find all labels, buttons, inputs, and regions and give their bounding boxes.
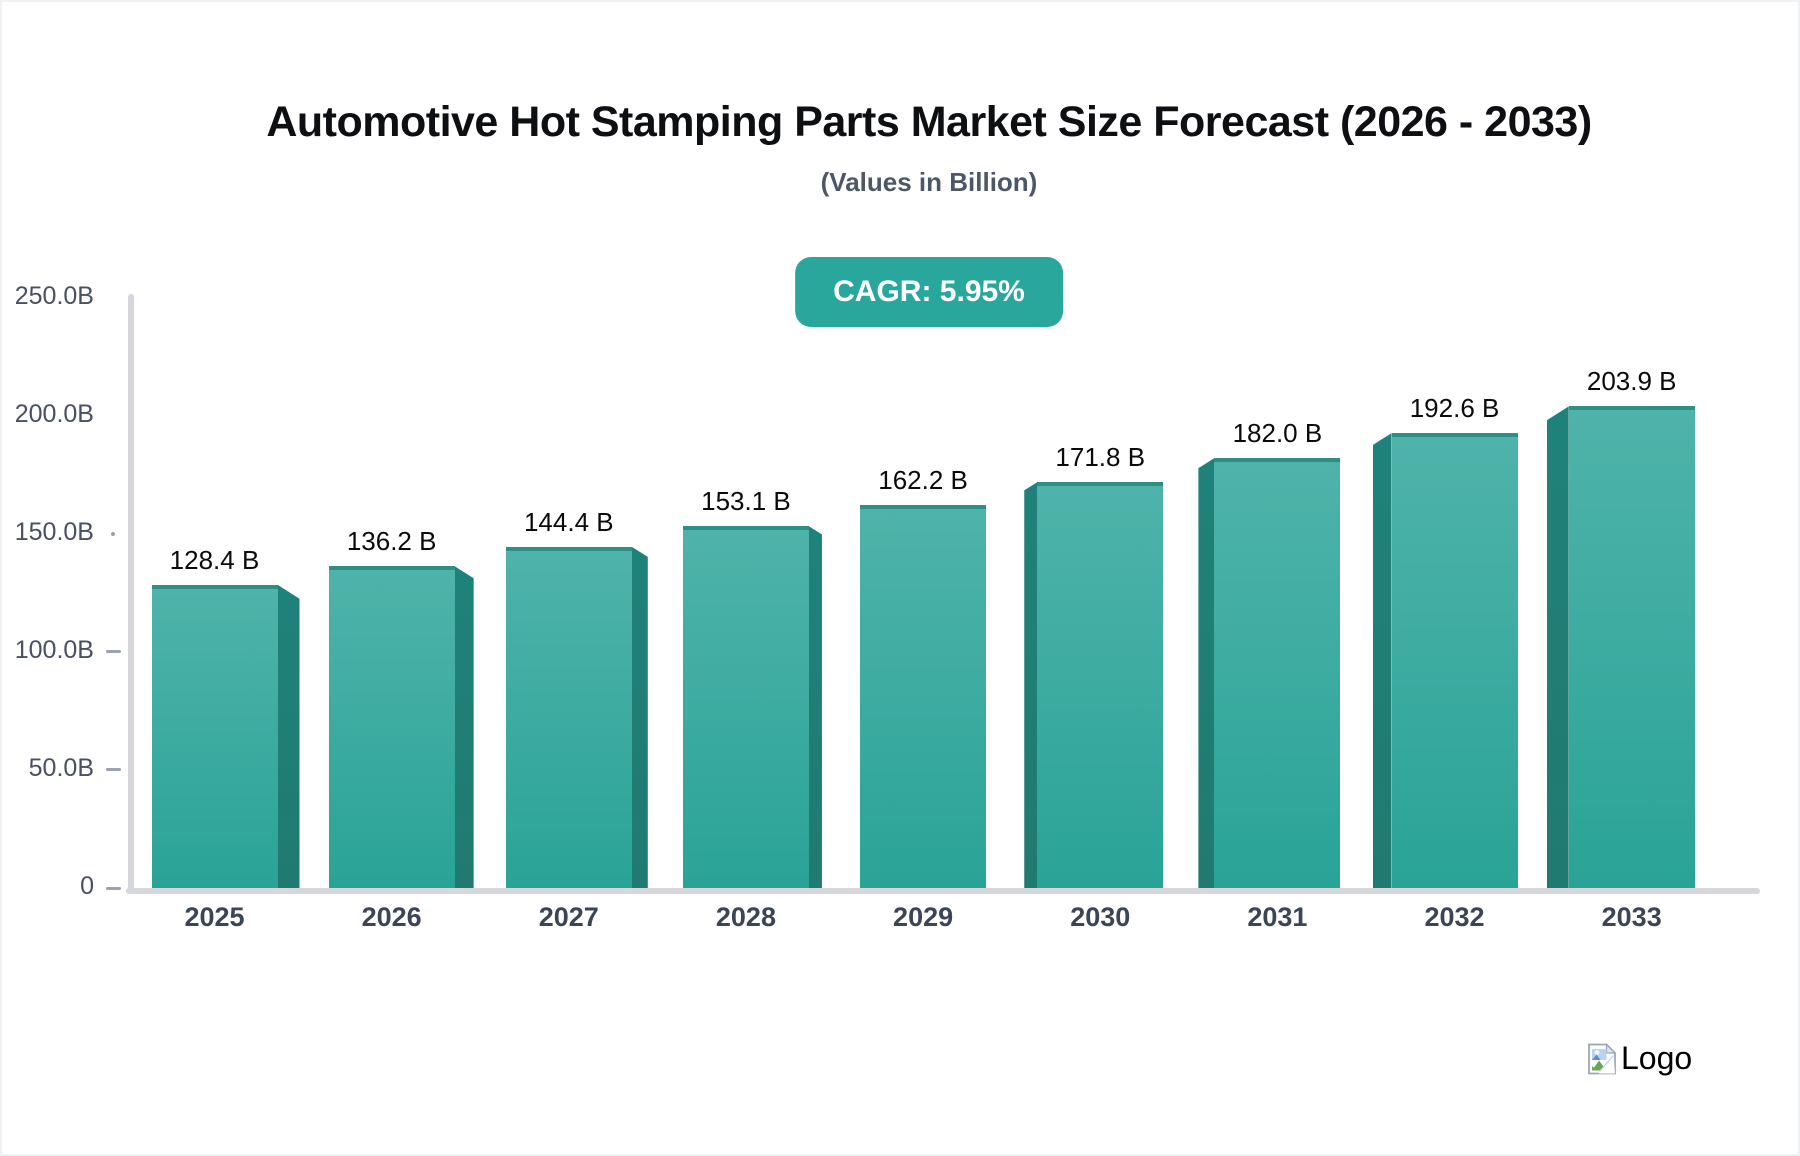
- y-axis-tick-mark: [106, 650, 121, 654]
- y-axis-tick-label-150.0B: 150.0B: [14, 517, 94, 546]
- bar-value-label-2032: 192.6 B: [1409, 393, 1500, 424]
- bar-2031: [1214, 458, 1341, 888]
- bar-side-face-2026: [454, 566, 474, 888]
- logo-alt-text: Logo: [1621, 1040, 1693, 1076]
- y-axis-tick-mark: [106, 768, 121, 772]
- logo: Logo: [1585, 1040, 1692, 1076]
- bar-2030: [1037, 482, 1164, 888]
- x-axis-label-2031: 2031: [1247, 902, 1308, 932]
- bar-2032: [1391, 433, 1518, 888]
- x-axis-label-2032: 2032: [1424, 902, 1485, 932]
- x-axis-label-2030: 2030: [1070, 902, 1131, 932]
- bar-side-face-2025: [277, 584, 300, 888]
- x-axis-label-2029: 2029: [893, 902, 954, 932]
- bar-side-face-2027: [631, 546, 648, 888]
- bar-value-label-2029: 162.2 B: [878, 464, 968, 495]
- y-axis-line: [128, 294, 134, 894]
- bar-value-label-2031: 182.0 B: [1232, 418, 1323, 449]
- bar-value-label-2033: 203.9 B: [1586, 366, 1677, 397]
- x-axis-line: [126, 888, 1760, 894]
- x-axis-label-2026: 2026: [361, 902, 422, 932]
- y-axis-tick-label-250.0B: 250.0B: [14, 281, 94, 310]
- bar-side-face-2032: [1372, 433, 1392, 888]
- bar-value-label-2025: 128.4 B: [169, 544, 260, 575]
- y-axis-tick-label-50.0B: 50.0B: [28, 753, 94, 782]
- bar-side-face-2031: [1198, 458, 1215, 888]
- x-axis-label-2028: 2028: [715, 902, 776, 932]
- y-axis-tick-label-100.0B: 100.0B: [14, 635, 94, 664]
- bar-value-label-2030: 171.8 B: [1055, 442, 1146, 473]
- x-axis-label-2027: 2027: [538, 902, 599, 932]
- y-axis-tick-mark: [111, 531, 115, 536]
- bar-2029: [860, 504, 987, 888]
- bar-side-face-2033: [1546, 406, 1569, 888]
- bar-2027: [505, 546, 632, 888]
- y-axis-tick-label-200.0B: 200.0B: [14, 399, 94, 428]
- bar-side-face-2028: [808, 526, 822, 888]
- chart-subtitle: (Values in Billion): [820, 167, 1038, 197]
- bar-value-label-2027: 144.4 B: [523, 506, 614, 537]
- bar-2028: [682, 526, 809, 888]
- chart-title: Automotive Hot Stamping Parts Market Siz…: [266, 98, 1592, 146]
- x-axis-label-2033: 2033: [1601, 902, 1662, 932]
- cagr-badge: CAGR: 5.95%: [795, 257, 1063, 327]
- bar-value-label-2028: 153.1 B: [701, 486, 791, 517]
- bar-2033: [1568, 406, 1695, 888]
- x-axis-label-2025: 2025: [184, 902, 245, 932]
- y-axis-tick-mark: [106, 886, 121, 890]
- y-axis-tick-label-0: 0: [80, 872, 94, 900]
- broken-image-icon: [1585, 1042, 1619, 1076]
- bar-2026: [328, 566, 455, 888]
- bar-side-face-2030: [1024, 482, 1038, 888]
- bar-value-label-2026: 136.2 B: [346, 526, 437, 557]
- bar-2025: [151, 584, 278, 888]
